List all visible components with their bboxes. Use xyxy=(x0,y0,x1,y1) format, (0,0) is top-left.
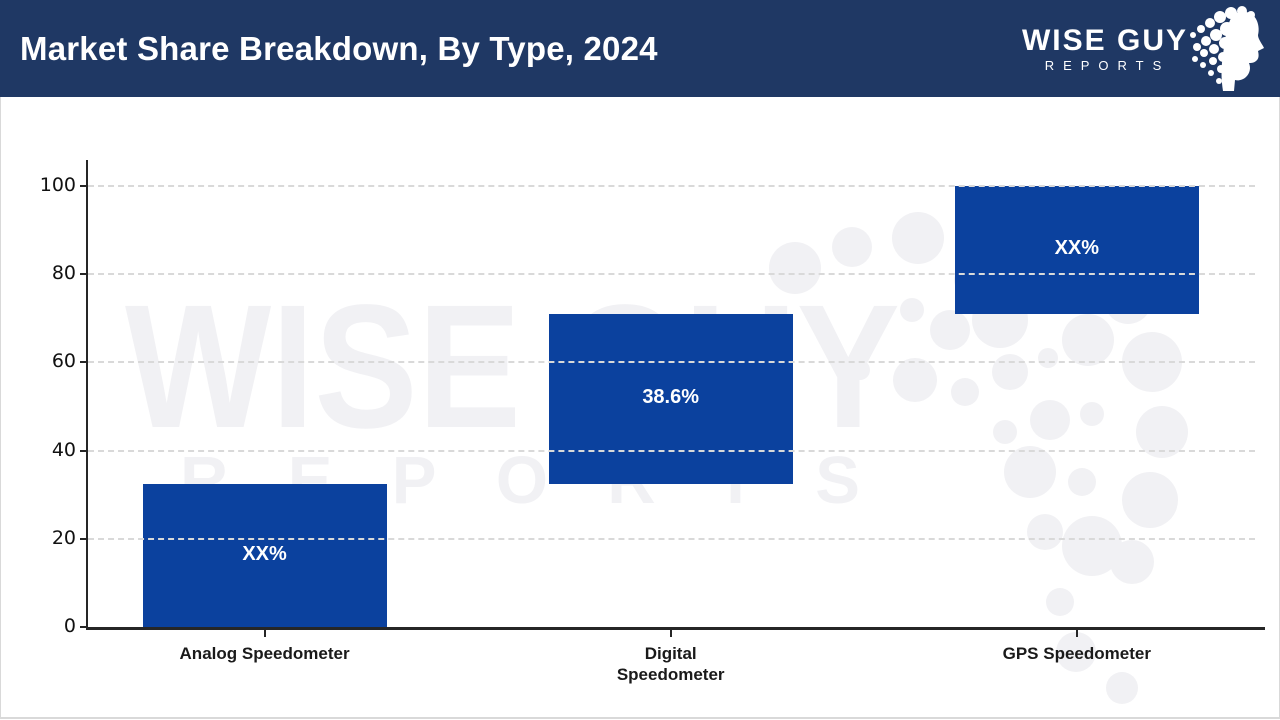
y-tick-60 xyxy=(80,361,88,364)
gridline-40 xyxy=(88,449,1255,452)
x-tick-analog-speedometer xyxy=(263,630,266,637)
y-tick-label-60: 60 xyxy=(51,350,76,373)
y-tick-label-0: 0 xyxy=(63,615,76,637)
gridline-20 xyxy=(88,537,1255,540)
category-label-line: GPS Speedometer xyxy=(1002,644,1151,663)
y-tick-20 xyxy=(80,537,88,540)
y-tick-label-20: 20 xyxy=(51,526,76,549)
y-tick-label-80: 80 xyxy=(51,262,76,285)
x-tick-gps-speedometer xyxy=(1075,630,1078,637)
gridline-80 xyxy=(88,273,1255,276)
y-tick-label-40: 40 xyxy=(51,438,76,461)
y-tick-80 xyxy=(80,273,88,276)
y-tick-100 xyxy=(80,185,88,187)
y-tick-0 xyxy=(80,626,88,628)
header-bar: Market Share Breakdown, By Type, 2024 WI… xyxy=(0,0,1280,97)
y-tick-label-100: 100 xyxy=(39,174,76,196)
bar-value-label-gps-speedometer: XX% xyxy=(1054,236,1100,259)
gridline-60 xyxy=(88,361,1255,364)
logo-subtext: REPORTS xyxy=(1044,57,1171,73)
category-label-line: Analog Speedometer xyxy=(179,644,350,663)
category-label-analog-speedometer: Analog Speedometer xyxy=(115,643,415,664)
bar-value-label-digital-speedometer: 38.6% xyxy=(642,386,700,408)
x-tick-digital-speedometer xyxy=(669,630,672,637)
bar-analog-speedometer xyxy=(142,484,387,627)
y-axis-line xyxy=(86,160,88,629)
page-title: Market Share Breakdown, By Type, 2024 xyxy=(20,29,658,67)
category-label-line: Digital xyxy=(644,644,697,663)
category-label-digital-speedometer: Digital Speedometer xyxy=(521,643,821,685)
logo-wordmark: WISE GUY xyxy=(1021,23,1188,57)
category-label-gps-speedometer: GPS Speedometer xyxy=(927,643,1227,664)
bar-gps-speedometer xyxy=(954,186,1199,314)
bar-value-label-analog-speedometer: XX% xyxy=(242,542,287,565)
gridline-100 xyxy=(88,185,1255,187)
bar-digital-speedometer xyxy=(548,313,793,485)
logo-text: WISE GUY REPORTS xyxy=(1021,23,1188,73)
wise-guy-reports-logo: WISE GUY REPORTS xyxy=(1022,5,1270,93)
y-tick-40 xyxy=(80,449,88,452)
category-label-line: Speedometer xyxy=(616,665,725,684)
x-axis-line xyxy=(86,627,1265,630)
logo-face-icon xyxy=(1190,5,1264,91)
